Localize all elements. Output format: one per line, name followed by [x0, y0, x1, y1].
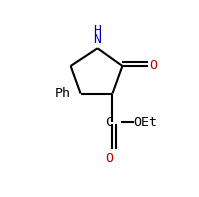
Text: O: O [149, 59, 157, 72]
Text: N: N [94, 33, 101, 46]
Text: O: O [105, 152, 113, 165]
Text: Ph: Ph [55, 87, 71, 100]
Text: C: C [105, 116, 113, 129]
Text: OEt: OEt [133, 116, 157, 129]
Text: H: H [94, 24, 101, 37]
